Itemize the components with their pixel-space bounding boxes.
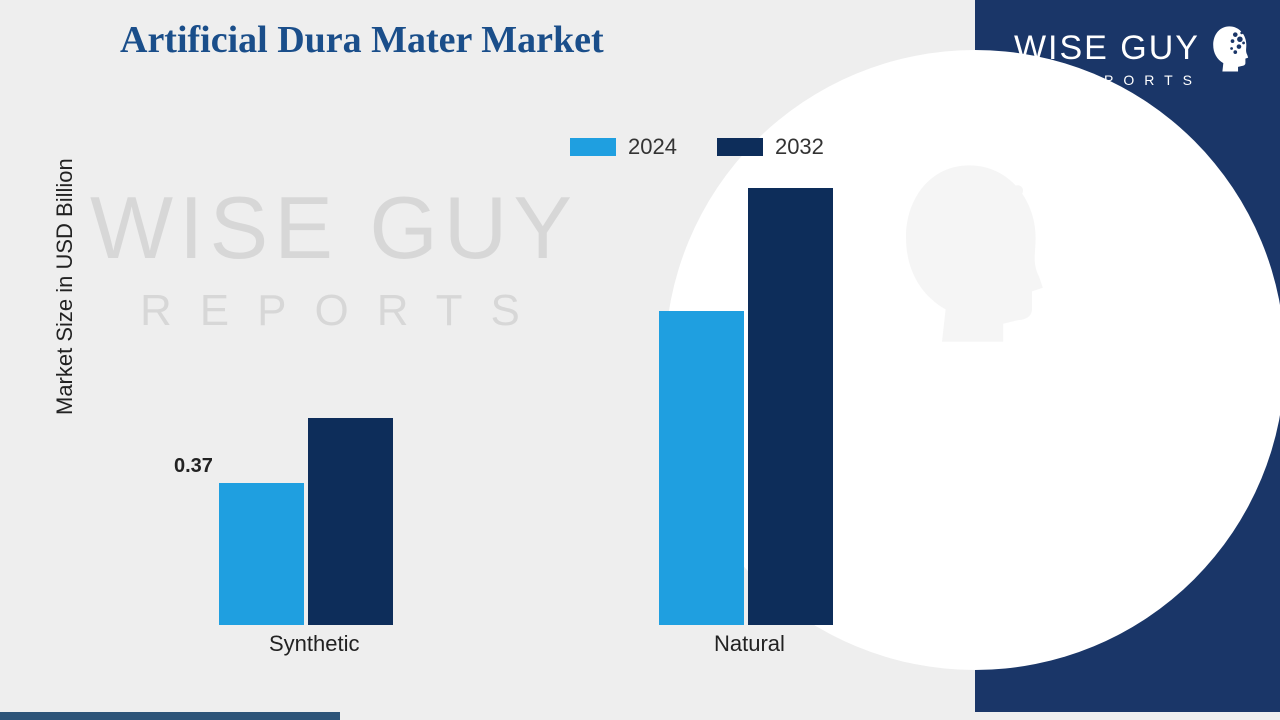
legend-swatch-2024	[570, 138, 616, 156]
brand-logo: WISE GUY REPORTS	[1014, 22, 1250, 88]
value-label: 0.37	[174, 455, 213, 478]
bar	[659, 311, 744, 625]
chart-title: Artificial Dura Mater Market	[120, 18, 604, 62]
y-axis-label: Market Size in USD Billion	[52, 158, 78, 415]
bottom-accent-bar	[0, 712, 340, 720]
legend-label-2032: 2032	[775, 134, 824, 160]
legend-item-2032: 2032	[717, 134, 824, 160]
bar	[748, 188, 833, 625]
logo-main-text: WISE GUY	[1014, 29, 1200, 68]
logo-main-row: WISE GUY	[1014, 22, 1250, 74]
legend-item-2024: 2024	[570, 134, 677, 160]
logo-sub-text: REPORTS	[1014, 72, 1250, 88]
legend-swatch-2032	[717, 138, 763, 156]
bar	[219, 483, 304, 625]
category-label: Natural	[714, 631, 785, 657]
chart-area: Market Size in USD Billion SyntheticNatu…	[92, 165, 927, 655]
bar-group	[219, 418, 393, 625]
category-label: Synthetic	[269, 631, 360, 657]
bar	[308, 418, 393, 625]
logo-head-icon	[1204, 22, 1250, 74]
bar-group	[659, 188, 833, 625]
legend-label-2024: 2024	[628, 134, 677, 160]
chart-legend: 2024 2032	[570, 134, 824, 160]
chart-plot: SyntheticNatural0.37	[104, 165, 924, 625]
